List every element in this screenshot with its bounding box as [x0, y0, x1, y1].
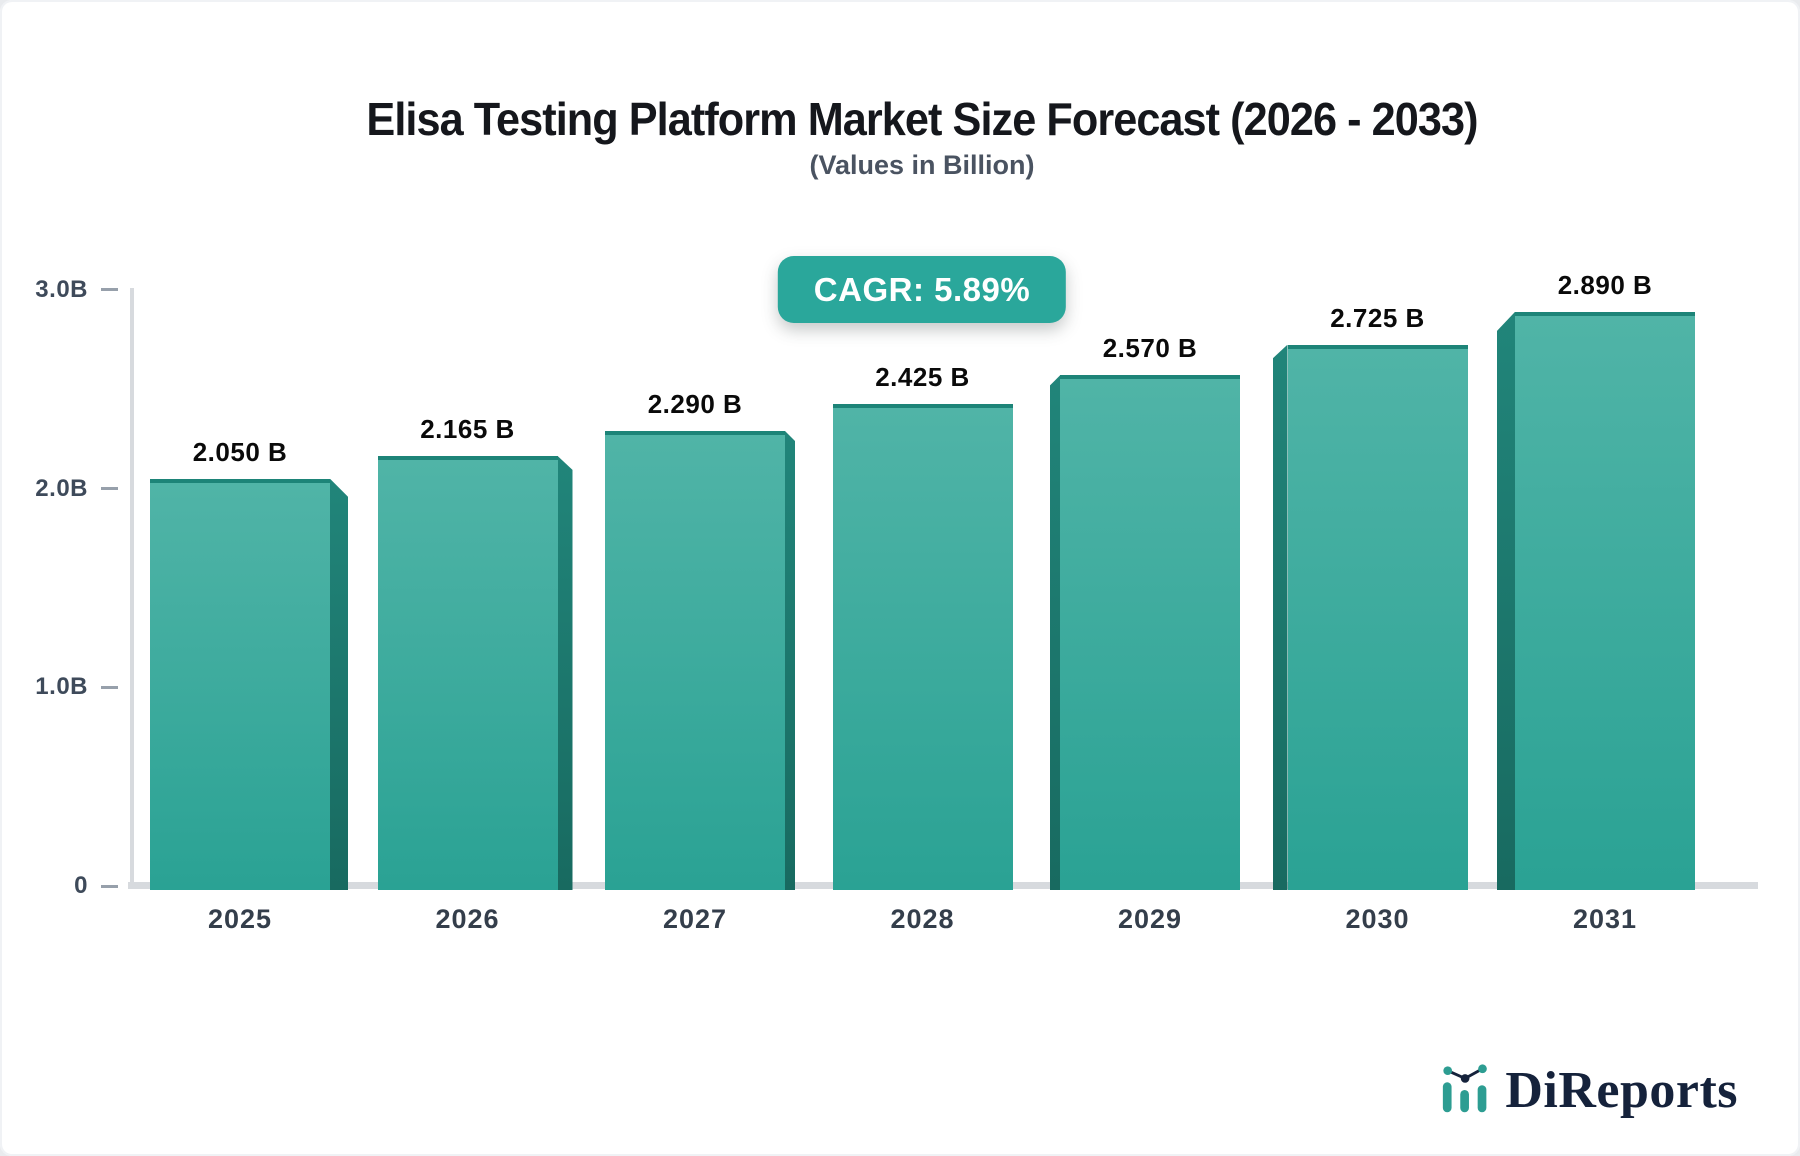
bar-2025 — [150, 478, 330, 890]
bar-value-label: 2.725 B — [1330, 302, 1425, 333]
bar-2028 — [832, 404, 1013, 890]
bar-value-label: 2.290 B — [647, 389, 743, 420]
bar-2029 — [1060, 375, 1240, 890]
x-axis-label-2031: 2031 — [1572, 904, 1638, 934]
y-tick-label: 1.0B — [35, 673, 88, 701]
bar-side-face — [1272, 344, 1288, 890]
y-tick-mark — [101, 685, 118, 689]
bar-value-label: 2.425 B — [875, 362, 970, 393]
bar-2030 — [1287, 344, 1468, 890]
chart-subtitle: (Values in Billion) — [809, 150, 1035, 180]
bar-2031 — [1515, 311, 1695, 890]
y-axis-line — [130, 288, 134, 889]
bar-value-label: 2.165 B — [420, 413, 515, 444]
bar-side-face — [330, 478, 348, 890]
y-tick-label: 3.0B — [35, 275, 88, 303]
y-tick-label: 0 — [74, 872, 88, 899]
y-tick-mark — [101, 487, 118, 491]
bar-2027 — [605, 431, 785, 890]
x-axis-label-2028: 2028 — [890, 904, 955, 934]
bar-side-face — [1050, 375, 1060, 890]
y-tick-mark — [101, 288, 118, 292]
direports-logo: DiReports — [1439, 1061, 1738, 1120]
chart-title: Elisa Testing Platform Market Size Forec… — [366, 93, 1478, 145]
bar-side-face — [557, 455, 573, 890]
direports-logo-icon — [1443, 1063, 1488, 1112]
bar-2026 — [377, 455, 558, 890]
x-axis-label-2029: 2029 — [1117, 904, 1183, 934]
bar-value-label: 2.050 B — [192, 436, 288, 467]
bar-side-face — [785, 431, 795, 890]
cagr-badge-label: CAGR: 5.89% — [813, 271, 1031, 308]
y-tick-mark — [101, 884, 118, 888]
x-axis-label-2025: 2025 — [207, 904, 273, 934]
bar-value-label: 2.570 B — [1102, 333, 1198, 364]
x-axis-label-2026: 2026 — [435, 904, 500, 934]
x-axis-label-2027: 2027 — [662, 904, 728, 934]
cagr-badge: CAGR: 5.89% — [777, 256, 1067, 323]
x-axis-label-2030: 2030 — [1345, 904, 1410, 934]
y-tick-label: 2.0B — [35, 474, 88, 502]
bar-side-face — [1497, 311, 1515, 890]
bar-value-label: 2.890 B — [1557, 269, 1653, 300]
direports-logo-text: DiReports — [1505, 1062, 1738, 1119]
